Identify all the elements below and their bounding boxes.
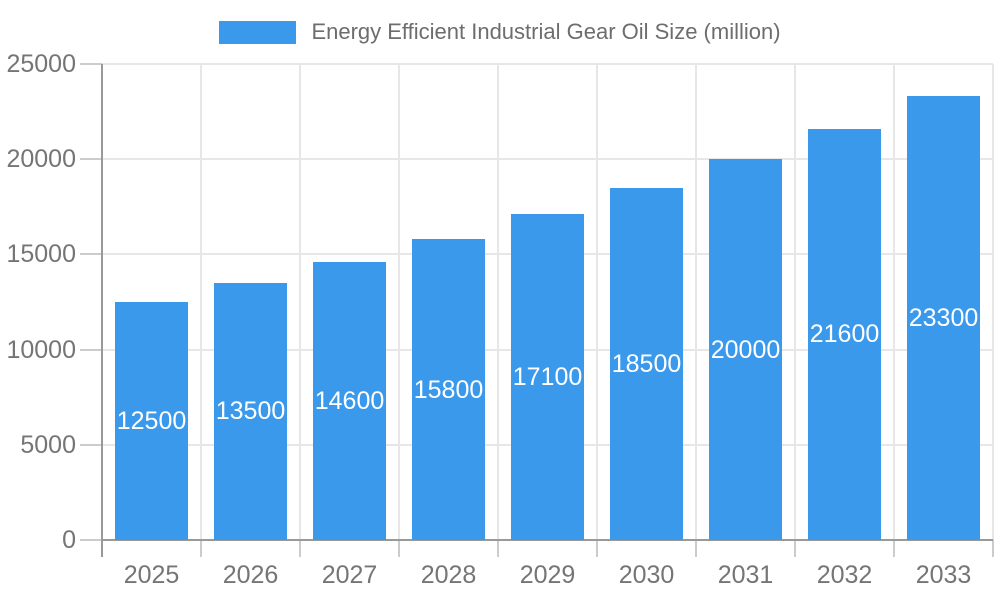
y-axis-tick: [80, 539, 102, 541]
x-axis-tick: [200, 540, 202, 557]
bar-value-label: 21600: [809, 320, 880, 349]
y-axis-tick-label: 10000: [6, 335, 76, 364]
x-axis-tick-label: 2030: [618, 561, 675, 589]
bar-value-label: 15800: [413, 375, 484, 404]
bar-value-label: 17100: [512, 363, 583, 392]
gridline-vertical: [299, 64, 301, 540]
x-axis-tick: [299, 540, 301, 557]
y-axis-tick: [80, 253, 102, 256]
gridline-vertical: [200, 64, 202, 540]
gridline-vertical: [497, 64, 499, 540]
bar-2030: [610, 187, 683, 540]
x-axis-tick-label: 2027: [321, 561, 378, 589]
gridline-vertical: [398, 64, 400, 540]
x-axis-tick: [794, 540, 796, 557]
bar-value-label: 18500: [611, 349, 682, 378]
legend-label: Energy Efficient Industrial Gear Oil Siz…: [311, 19, 781, 44]
y-axis-tick: [80, 348, 102, 351]
x-axis-tick: [497, 540, 499, 557]
x-axis-tick: [596, 540, 598, 557]
y-axis-line: [101, 64, 103, 557]
x-axis-tick-label: 2028: [420, 561, 477, 589]
bar-value-label: 23300: [908, 304, 979, 333]
y-axis-tick: [80, 158, 102, 161]
legend[interactable]: Energy Efficient Industrial Gear Oil Siz…: [0, 19, 1000, 45]
x-axis-tick-label: 2029: [519, 561, 576, 589]
y-axis-tick: [80, 443, 102, 446]
y-axis-tick-label: 15000: [6, 240, 76, 269]
x-axis-tick: [398, 540, 400, 557]
y-axis-tick-label: 5000: [20, 430, 76, 459]
legend-swatch-icon: [219, 20, 297, 44]
x-axis-tick-label: 2026: [222, 561, 279, 589]
x-axis-line: [102, 539, 993, 541]
x-axis-tick-label: 2031: [717, 561, 774, 589]
gridline-horizontal: [102, 158, 993, 161]
gridline-vertical: [992, 64, 994, 540]
x-axis-tick-label: 2033: [915, 561, 972, 589]
gridline-vertical: [893, 64, 895, 540]
bar-2032: [808, 128, 881, 540]
x-axis-tick-label: 2032: [816, 561, 873, 589]
bar-value-label: 20000: [710, 335, 781, 364]
bar-2031: [709, 159, 782, 540]
gridline-vertical: [596, 64, 598, 540]
bar-2027: [313, 262, 386, 540]
gridline-vertical: [695, 64, 697, 540]
x-axis-tick: [992, 540, 994, 557]
bar-2025: [115, 302, 188, 540]
bar-2028: [412, 239, 485, 540]
x-axis-tick-label: 2025: [123, 561, 180, 589]
bar-value-label: 13500: [215, 397, 286, 426]
bar-2033: [907, 96, 980, 540]
bar-value-label: 14600: [314, 387, 385, 415]
y-axis-tick-label: 20000: [6, 145, 76, 174]
y-axis-tick-label: 25000: [6, 50, 76, 78]
x-axis-tick: [695, 540, 697, 557]
bar-2029: [511, 214, 584, 540]
gridline-horizontal: [102, 63, 993, 65]
x-axis-tick: [893, 540, 895, 557]
bar-value-label: 12500: [116, 407, 187, 435]
gridline-vertical: [794, 64, 796, 540]
y-axis-tick: [80, 63, 102, 65]
bar-2026: [214, 282, 287, 540]
y-axis-tick-label: 0: [62, 526, 76, 554]
